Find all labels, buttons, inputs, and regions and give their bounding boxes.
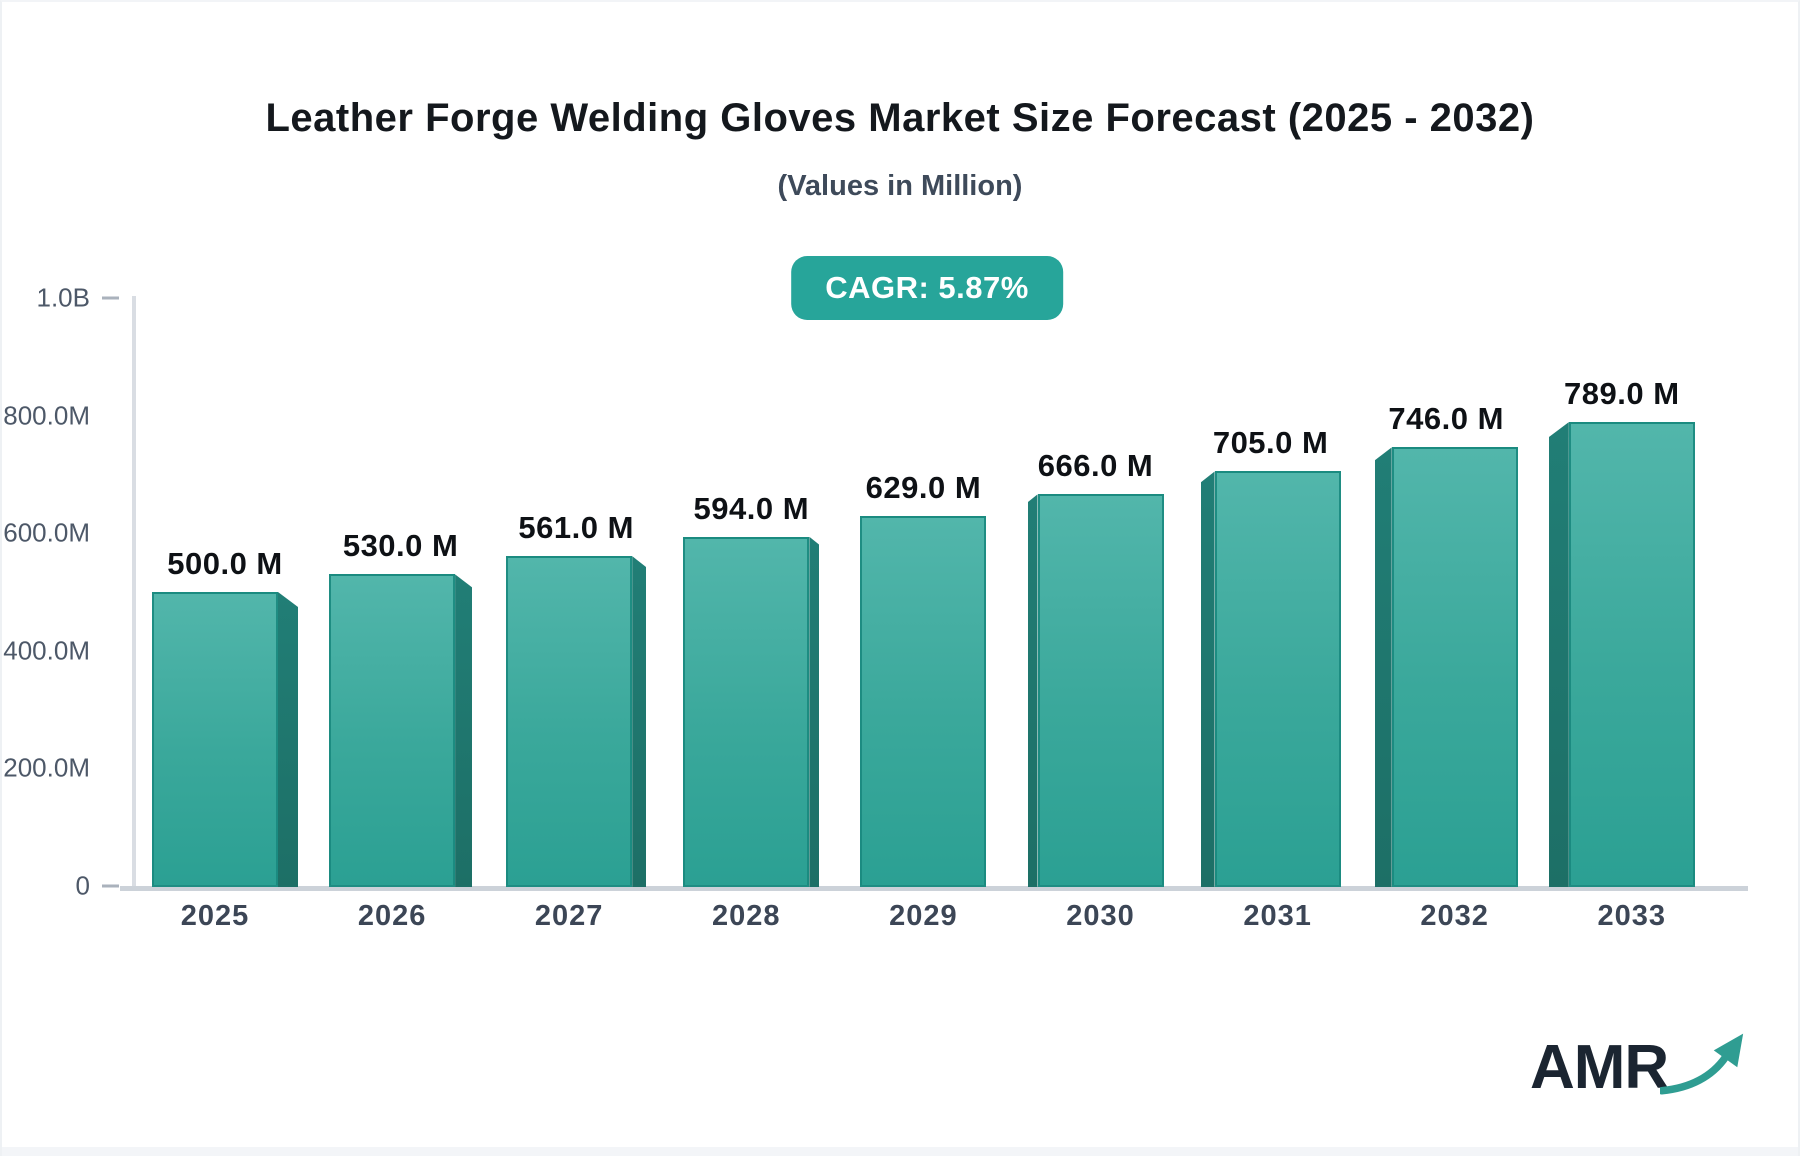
y-tick-label: 1.0B xyxy=(36,282,91,313)
bar-value-label: 594.0 M xyxy=(693,490,810,526)
bar-side-3d xyxy=(809,536,820,887)
chart-subtitle: (Values in Million) xyxy=(777,170,1023,202)
x-tick-label-2027: 2027 xyxy=(534,900,604,932)
y-tick-label: 600.0M xyxy=(3,517,90,548)
x-tick-label-2032: 2032 xyxy=(1420,900,1489,932)
bar-face[interactable] xyxy=(1391,447,1518,887)
y-tick-label: 0 xyxy=(75,870,90,901)
card-bottom-border xyxy=(2,1147,1798,1156)
bar-value-label: 705.0 M xyxy=(1212,425,1329,461)
bar-value-label: 561.0 M xyxy=(518,510,634,546)
bar-face[interactable] xyxy=(1568,422,1695,887)
bar-value-label: 789.0 M xyxy=(1564,376,1680,412)
amr-logo-text: AMR xyxy=(1530,1033,1669,1102)
bar-face[interactable] xyxy=(683,536,810,887)
x-tick-label-2033: 2033 xyxy=(1597,900,1667,932)
growth-arrow-icon xyxy=(1658,1030,1744,1101)
bar-side-3d xyxy=(455,574,473,887)
bar-side-3d xyxy=(1027,494,1038,887)
y-tick-mark xyxy=(102,296,119,300)
bar-value-label: 666.0 M xyxy=(1037,448,1154,484)
bar-value-label: 530.0 M xyxy=(342,528,459,564)
bar-value-label: 629.0 M xyxy=(865,470,982,506)
y-tick-label: 400.0M xyxy=(3,635,90,666)
x-tick-label-2029: 2029 xyxy=(889,900,958,932)
bar-face[interactable] xyxy=(329,574,456,887)
bar-value-label: 746.0 M xyxy=(1388,401,1504,437)
bar-face[interactable] xyxy=(1037,494,1164,887)
bar-side-3d xyxy=(278,592,298,887)
x-tick-label-2025: 2025 xyxy=(180,900,250,932)
bar-face[interactable] xyxy=(860,516,987,887)
bar-side-3d xyxy=(632,556,647,887)
bar-side-3d xyxy=(1548,422,1569,887)
chart-title: Leather Forge Welding Gloves Market Size… xyxy=(265,96,1535,140)
x-axis-baseline xyxy=(120,886,1748,891)
bar-side-3d xyxy=(1200,471,1215,887)
x-tick-label-2030: 2030 xyxy=(1066,900,1135,932)
bar-face[interactable] xyxy=(1214,471,1341,887)
bar-face[interactable] xyxy=(152,592,278,887)
amr-logo: AMR xyxy=(1530,1028,1744,1108)
y-tick-label: 800.0M xyxy=(3,400,90,431)
cagr-badge: CAGR: 5.87% xyxy=(791,256,1063,320)
y-tick-label: 200.0M xyxy=(3,752,90,783)
y-tick-mark xyxy=(102,884,119,888)
x-tick-label-2028: 2028 xyxy=(712,900,781,932)
bar-value-label: 500.0 M xyxy=(167,546,283,581)
bar-side-3d xyxy=(1374,447,1392,887)
x-tick-label-2031: 2031 xyxy=(1243,900,1312,932)
y-axis-line xyxy=(132,296,136,888)
bar-face[interactable] xyxy=(506,556,633,887)
x-tick-label-2026: 2026 xyxy=(357,900,427,932)
